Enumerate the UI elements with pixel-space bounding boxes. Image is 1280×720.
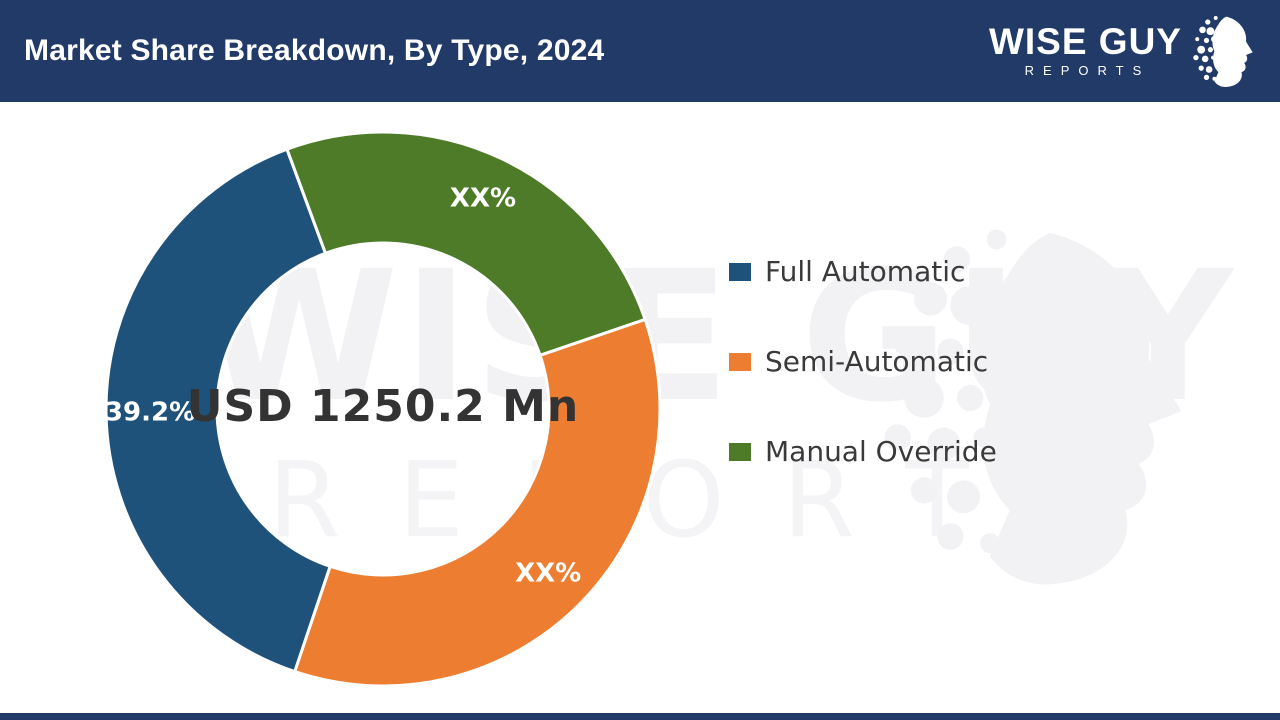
brand-name: WISE GUY xyxy=(988,21,1182,62)
legend-item: Manual Override xyxy=(729,437,997,467)
brand-logo: WISE GUY REPORTS xyxy=(989,11,1254,91)
legend-swatch xyxy=(729,263,751,281)
page-title: Market Share Breakdown, By Type, 2024 xyxy=(24,34,605,67)
pie-slice-semi-automatic xyxy=(293,317,662,688)
slice-label: 39.2% xyxy=(105,397,195,427)
header-bar: Market Share Breakdown, By Type, 2024 WI… xyxy=(0,0,1280,102)
slice-label: XX% xyxy=(450,184,516,214)
slice-label: XX% xyxy=(515,558,581,588)
footer-bar xyxy=(0,713,1280,720)
pie-slice-manual-override xyxy=(285,130,647,357)
legend-label: Semi-Automatic xyxy=(765,345,989,378)
legend-label: Full Automatic xyxy=(765,255,966,288)
chart-legend: Full Automatic Semi-Automatic Manual Ove… xyxy=(729,257,997,467)
pie-slice-full-automatic xyxy=(104,147,332,674)
legend-label: Manual Override xyxy=(765,435,997,468)
chart-center-value: USD 1250.2 Mn xyxy=(186,381,580,432)
legend-item: Semi-Automatic xyxy=(729,347,997,377)
legend-swatch xyxy=(729,353,751,371)
brand-subtitle: REPORTS xyxy=(1024,63,1151,78)
legend-swatch xyxy=(729,443,751,461)
brand-logo-text: WISE GUY REPORTS xyxy=(988,21,1182,78)
legend-item: Full Automatic xyxy=(729,257,997,287)
